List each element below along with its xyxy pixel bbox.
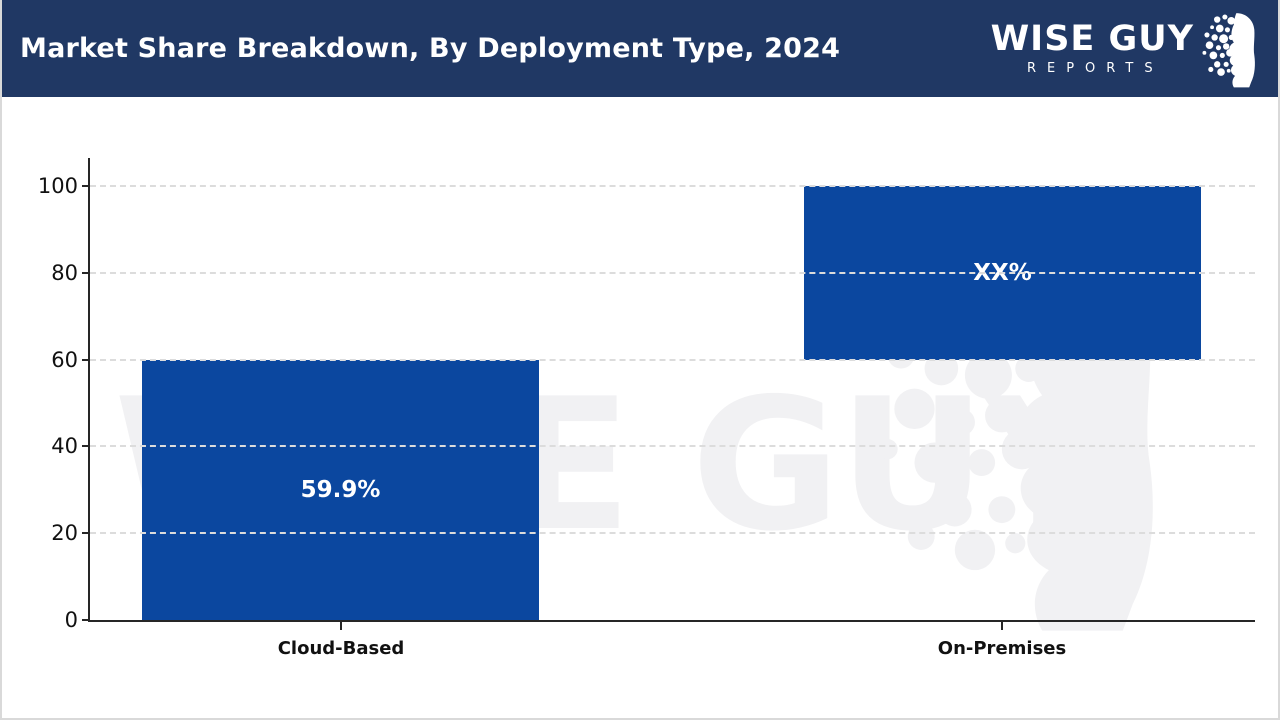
gridline-60 — [90, 358, 1255, 361]
y-tick-label-60: 60 — [51, 347, 78, 372]
chart-title: Market Share Breakdown, By Deployment Ty… — [20, 33, 841, 64]
y-tick-80 — [82, 271, 89, 274]
logo-reports-text: REPORTS — [1026, 61, 1164, 76]
y-tick-40 — [82, 445, 89, 448]
x-tick-0 — [340, 622, 342, 630]
y-tick-label-20: 20 — [51, 521, 78, 546]
bar-value-label: 59.9% — [300, 477, 381, 503]
y-tick-label-0: 0 — [64, 608, 78, 632]
logo-face-icon — [1202, 12, 1255, 87]
y-tick-label-40: 40 — [51, 434, 78, 459]
y-tick-20 — [82, 532, 89, 535]
header-bar: Market Share Breakdown, By Deployment Ty… — [2, 0, 1278, 97]
gridline-20 — [90, 532, 1255, 535]
y-tick-0 — [82, 619, 89, 621]
x-tick-1 — [1001, 622, 1003, 630]
gridline-100 — [90, 185, 1255, 187]
y-tick-60 — [82, 358, 89, 361]
y-tick-label-80: 80 — [51, 260, 78, 285]
gridline-40 — [90, 445, 1255, 448]
y-tick-label-100: 100 — [37, 174, 78, 198]
x-tick-label-0: Cloud-Based — [277, 638, 405, 659]
y-axis-spine — [88, 158, 90, 622]
wise-guy-logo: WISE GUY REPORTS — [991, 10, 1262, 88]
logo-wise-guy-text: WISE GUY — [990, 19, 1194, 59]
x-axis-spine — [88, 620, 1255, 622]
gridline-80 — [90, 271, 1255, 274]
x-tick-label-1: On-Premises — [937, 638, 1067, 659]
y-tick-100 — [82, 185, 89, 187]
bar-cloud-based: 59.9% — [142, 360, 539, 620]
